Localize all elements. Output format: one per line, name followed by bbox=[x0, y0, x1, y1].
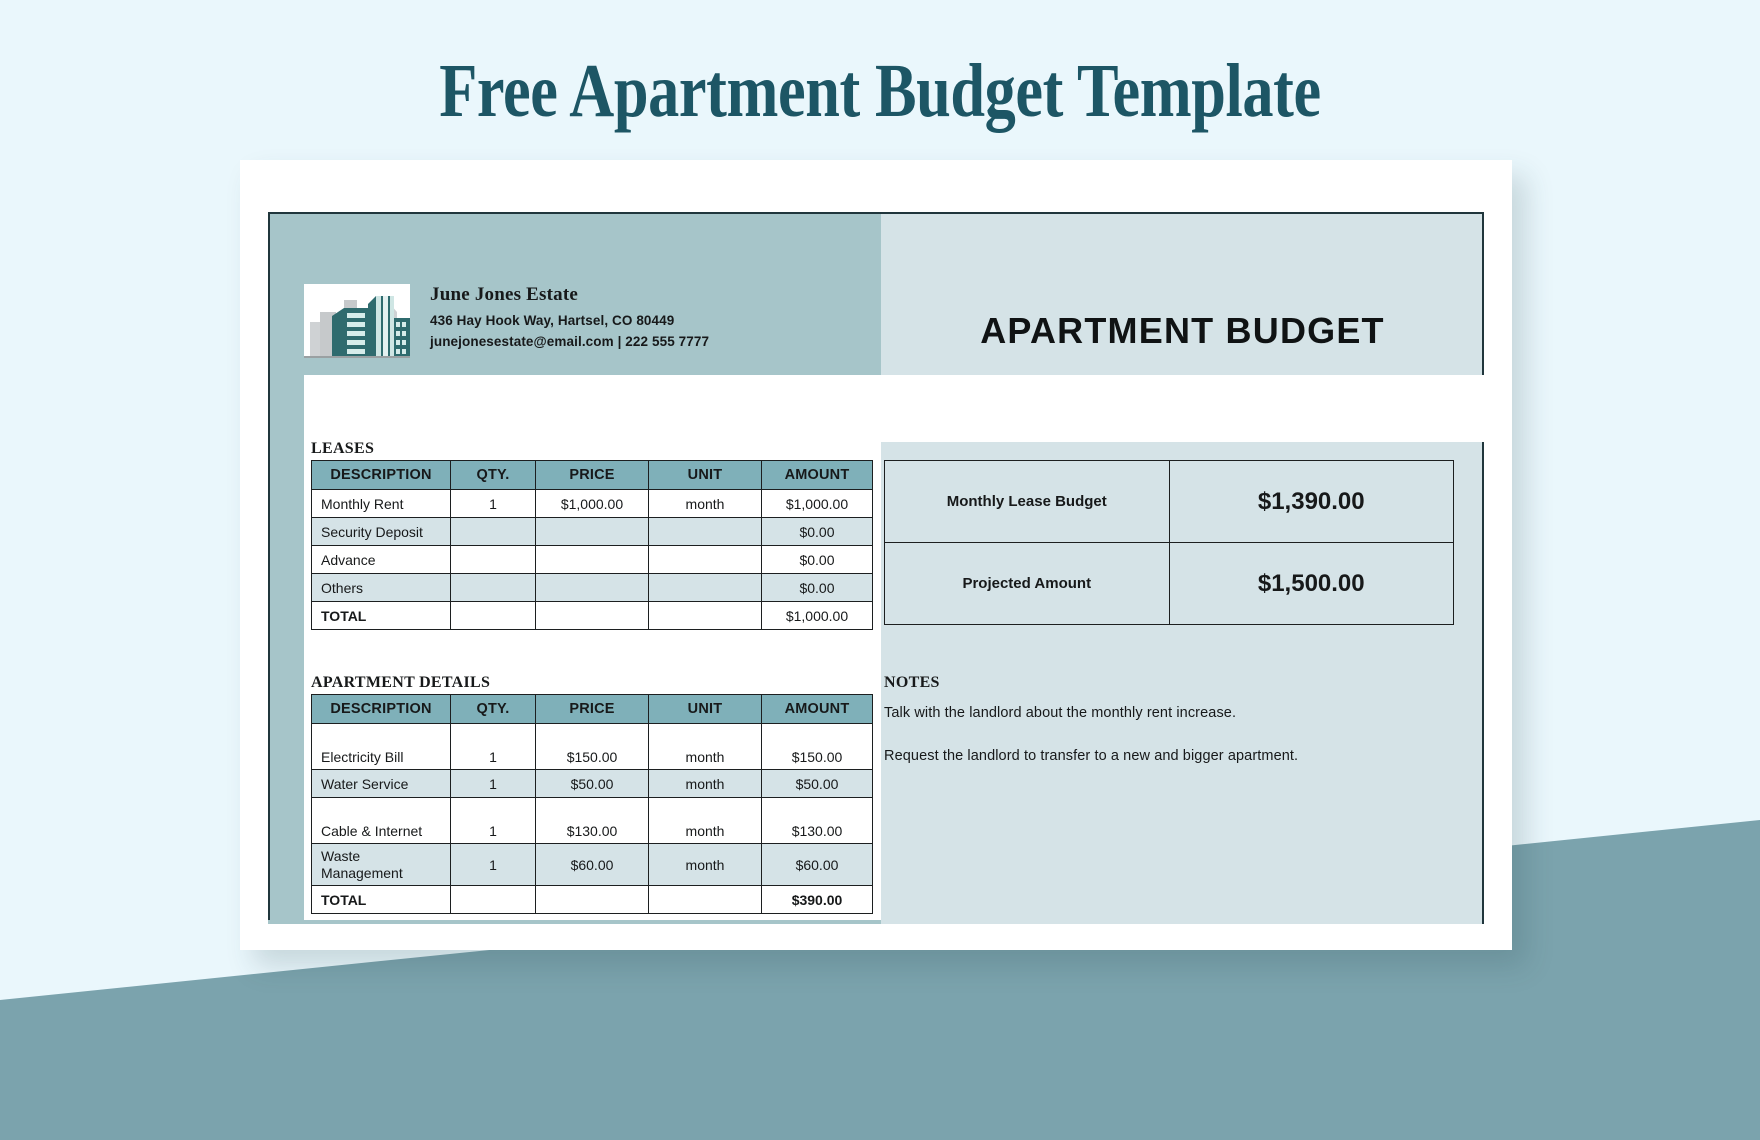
cell-unit[interactable] bbox=[648, 517, 762, 546]
cell-price[interactable] bbox=[535, 545, 649, 574]
cell-qty[interactable] bbox=[450, 545, 536, 574]
column-header-description: DESCRIPTION bbox=[311, 694, 451, 724]
table-row[interactable]: Water Service 1 $50.00 month $50.00 bbox=[311, 769, 873, 798]
table-row[interactable]: Cable & Internet 1 $130.00 month $130.00 bbox=[311, 797, 873, 844]
summary-table: Monthly Lease Budget $1,390.00 Projected… bbox=[884, 460, 1454, 625]
cell-description[interactable]: Electricity Bill bbox=[311, 723, 451, 770]
cell-amount[interactable]: $150.00 bbox=[761, 723, 873, 770]
cell-price[interactable]: $130.00 bbox=[535, 797, 649, 844]
apartment-details-section-label: APARTMENT DETAILS bbox=[311, 674, 491, 691]
cell-amount[interactable]: $60.00 bbox=[761, 843, 873, 886]
cell-unit[interactable]: month bbox=[648, 797, 762, 844]
table-row[interactable]: Electricity Bill 1 $150.00 month $150.00 bbox=[311, 723, 873, 770]
total-spacer-qty bbox=[450, 885, 536, 914]
total-spacer-unit bbox=[648, 601, 762, 630]
cell-price[interactable]: $50.00 bbox=[535, 769, 649, 798]
cell-amount[interactable]: $50.00 bbox=[761, 769, 873, 798]
table-total-row: TOTAL $390.00 bbox=[311, 885, 873, 914]
document-card: June Jones Estate 436 Hay Hook Way, Hart… bbox=[240, 160, 1512, 950]
total-amount: $390.00 bbox=[761, 885, 873, 914]
table-row[interactable]: Security Deposit $0.00 bbox=[311, 517, 873, 546]
table-row[interactable]: Waste Management 1 $60.00 month $60.00 bbox=[311, 843, 873, 886]
summary-label-monthly-lease-budget: Monthly Lease Budget bbox=[884, 460, 1170, 543]
budget-sheet: June Jones Estate 436 Hay Hook Way, Hart… bbox=[268, 212, 1484, 924]
table-header-row: DESCRIPTION QTY. PRICE UNIT AMOUNT bbox=[311, 694, 873, 724]
brand-info: June Jones Estate 436 Hay Hook Way, Hart… bbox=[430, 284, 709, 355]
cell-description[interactable]: Water Service bbox=[311, 769, 451, 798]
total-amount: $1,000.00 bbox=[761, 601, 873, 630]
summary-row: Projected Amount $1,500.00 bbox=[884, 542, 1454, 625]
cell-amount[interactable]: $0.00 bbox=[761, 517, 873, 546]
leases-section-label: LEASES bbox=[311, 440, 375, 457]
note-item: Talk with the landlord about the monthly… bbox=[884, 705, 1237, 721]
column-header-qty: QTY. bbox=[450, 694, 536, 724]
cell-qty[interactable]: 1 bbox=[450, 797, 536, 844]
cell-unit[interactable] bbox=[648, 545, 762, 574]
column-header-amount: AMOUNT bbox=[761, 694, 873, 724]
cell-qty[interactable] bbox=[450, 517, 536, 546]
summary-value-monthly-lease-budget: $1,390.00 bbox=[1168, 460, 1454, 543]
notes-list: Talk with the landlord about the monthly… bbox=[884, 705, 1424, 791]
column-header-amount: AMOUNT bbox=[761, 460, 873, 490]
table-row[interactable]: Monthly Rent 1 $1,000.00 month $1,000.00 bbox=[311, 489, 873, 518]
cell-qty[interactable]: 1 bbox=[450, 843, 536, 886]
column-header-qty: QTY. bbox=[450, 460, 536, 490]
cell-description[interactable]: Security Deposit bbox=[311, 517, 451, 546]
cell-price[interactable]: $60.00 bbox=[535, 843, 649, 886]
cell-unit[interactable]: month bbox=[648, 843, 762, 886]
column-header-price: PRICE bbox=[535, 460, 649, 490]
column-header-unit: UNIT bbox=[648, 460, 762, 490]
cell-description[interactable]: Waste Management bbox=[311, 843, 451, 886]
total-spacer-qty bbox=[450, 601, 536, 630]
cell-description[interactable]: Others bbox=[311, 573, 451, 602]
table-row[interactable]: Others $0.00 bbox=[311, 573, 873, 602]
column-header-description: DESCRIPTION bbox=[311, 460, 451, 490]
bottom-accent-strip bbox=[268, 920, 881, 924]
cell-unit[interactable] bbox=[648, 573, 762, 602]
table-header-row: DESCRIPTION QTY. PRICE UNIT AMOUNT bbox=[311, 460, 873, 490]
notes-section-label: NOTES bbox=[884, 674, 940, 691]
cell-description[interactable]: Advance bbox=[311, 545, 451, 574]
leases-table: DESCRIPTION QTY. PRICE UNIT AMOUNT Month… bbox=[311, 460, 873, 630]
left-accent-strip bbox=[268, 375, 304, 924]
cell-unit[interactable]: month bbox=[648, 489, 762, 518]
cell-amount[interactable]: $130.00 bbox=[761, 797, 873, 844]
cell-qty[interactable]: 1 bbox=[450, 489, 536, 518]
budget-title-panel bbox=[881, 212, 1484, 375]
column-header-unit: UNIT bbox=[648, 694, 762, 724]
summary-row: Monthly Lease Budget $1,390.00 bbox=[884, 460, 1454, 543]
cell-amount[interactable]: $0.00 bbox=[761, 545, 873, 574]
cell-unit[interactable]: month bbox=[648, 723, 762, 770]
summary-value-projected-amount: $1,500.00 bbox=[1168, 542, 1454, 625]
company-address: 436 Hay Hook Way, Hartsel, CO 80449 bbox=[430, 313, 675, 328]
cell-description[interactable]: Cable & Internet bbox=[311, 797, 451, 844]
total-spacer-unit bbox=[648, 885, 762, 914]
cell-amount[interactable]: $1,000.00 bbox=[761, 489, 873, 518]
total-label: TOTAL bbox=[311, 601, 451, 630]
apartment-details-table: DESCRIPTION QTY. PRICE UNIT AMOUNT Elect… bbox=[311, 694, 873, 914]
total-label: TOTAL bbox=[311, 885, 451, 914]
table-total-row: TOTAL $1,000.00 bbox=[311, 601, 873, 630]
cell-qty[interactable]: 1 bbox=[450, 769, 536, 798]
note-item: Request the landlord to transfer to a ne… bbox=[884, 748, 1299, 764]
total-spacer-price bbox=[535, 601, 649, 630]
column-header-price: PRICE bbox=[535, 694, 649, 724]
total-spacer-price bbox=[535, 885, 649, 914]
cell-price[interactable] bbox=[535, 573, 649, 602]
page-title: Free Apartment Budget Template bbox=[439, 49, 1321, 133]
cell-description[interactable]: Monthly Rent bbox=[311, 489, 451, 518]
company-name: June Jones Estate bbox=[430, 284, 579, 305]
table-row[interactable]: Advance $0.00 bbox=[311, 545, 873, 574]
cell-price[interactable]: $150.00 bbox=[535, 723, 649, 770]
cell-price[interactable]: $1,000.00 bbox=[535, 489, 649, 518]
cell-unit[interactable]: month bbox=[648, 769, 762, 798]
cell-qty[interactable] bbox=[450, 573, 536, 602]
city-buildings-icon bbox=[304, 284, 410, 358]
cell-price[interactable] bbox=[535, 517, 649, 546]
summary-label-projected-amount: Projected Amount bbox=[884, 542, 1170, 625]
budget-title: APARTMENT BUDGET bbox=[980, 310, 1385, 351]
company-contact: junejonesestate@email.com | 222 555 7777 bbox=[430, 334, 710, 349]
cell-qty[interactable]: 1 bbox=[450, 723, 536, 770]
cell-amount[interactable]: $0.00 bbox=[761, 573, 873, 602]
